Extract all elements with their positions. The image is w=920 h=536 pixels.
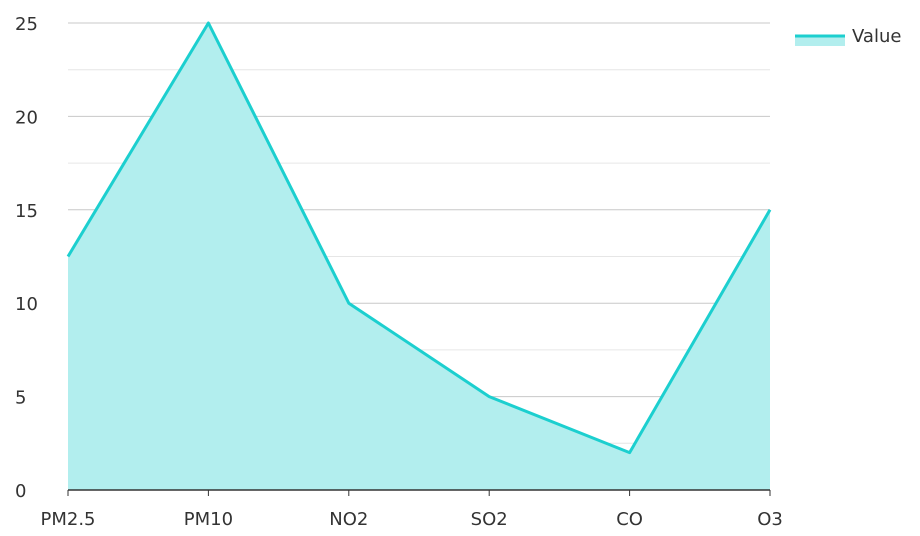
x-tick-label: O3	[757, 509, 783, 530]
legend-swatch	[795, 36, 845, 46]
x-tick-label: SO2	[471, 509, 508, 530]
y-tick-label: 15	[15, 201, 38, 222]
legend-label-value: Value	[852, 26, 901, 47]
x-tick-label: NO2	[329, 509, 368, 530]
y-tick-label: 20	[15, 107, 38, 128]
area-layer	[66, 21, 772, 490]
tick-labels: 0 5 10 15 20 25 PM2.5 PM10 NO2 SO2 CO O3	[15, 14, 783, 530]
legend[interactable]: Value	[795, 26, 901, 47]
y-tick-label: 10	[15, 294, 38, 315]
y-tick-label: 25	[15, 14, 38, 35]
y-tick-label: 0	[15, 481, 26, 502]
x-tick-label: PM2.5	[40, 509, 95, 530]
axes	[67, 489, 771, 496]
y-tick-label: 5	[15, 388, 26, 409]
x-tick-label: CO	[616, 509, 643, 530]
series-area-value	[68, 23, 770, 490]
x-tick-label: PM10	[184, 509, 233, 530]
series-line-value	[66, 21, 772, 455]
